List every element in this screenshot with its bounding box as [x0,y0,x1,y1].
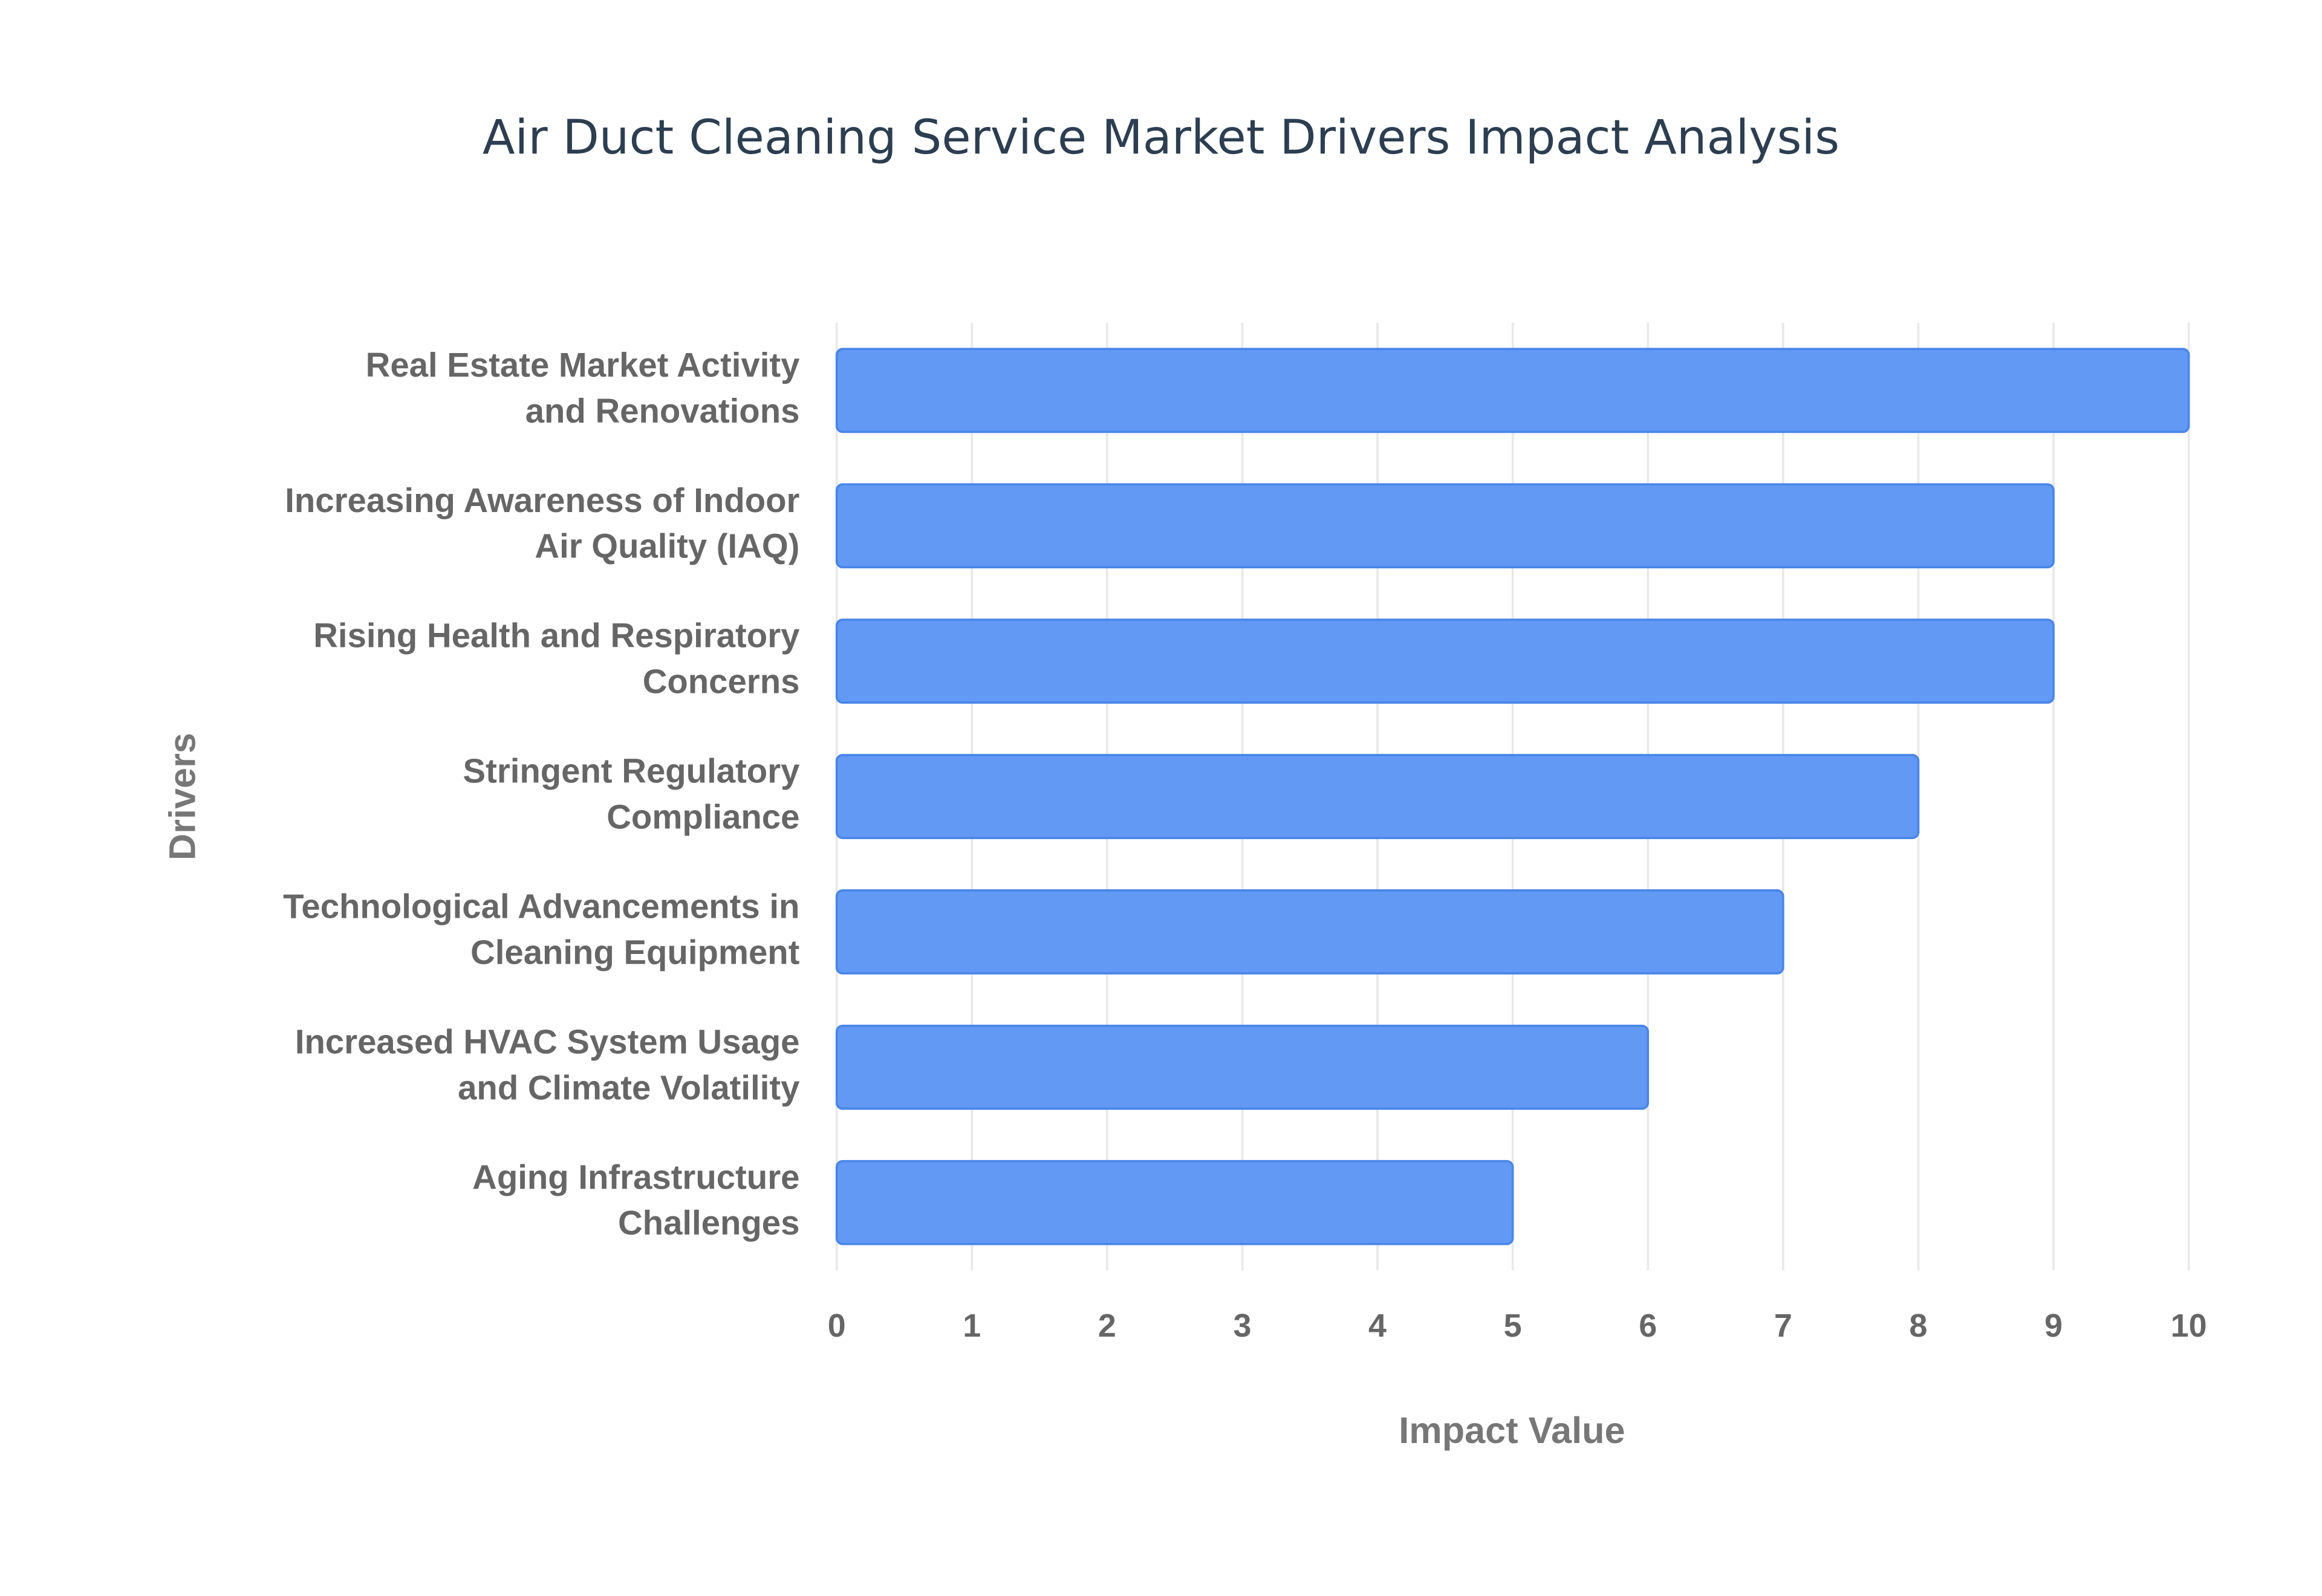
y-tick-label: Increasing Awareness of Indoor Air Qualit… [285,481,799,565]
x-tick-label: 9 [2044,1308,2063,1344]
x-tick-label: 4 [1368,1308,1387,1344]
x-axis-title: Impact Value [1399,1410,1625,1451]
y-tick-label: Technological Advancements in Cleaning Eq… [283,887,800,971]
x-tick-label: 0 [828,1308,846,1344]
y-tick-label: Increased HVAC System Usage and Climate V… [295,1022,800,1106]
x-tick-label: 3 [1233,1308,1251,1344]
x-tick-label: 6 [1639,1308,1657,1344]
bar [835,348,2190,433]
x-tick-label: 7 [1774,1308,1792,1344]
y-tick-label: Stringent Regulatory Compliance [463,751,801,835]
bar [835,618,2055,704]
x-tick-label: 10 [2171,1308,2207,1344]
x-tick-label: 5 [1504,1308,1522,1344]
x-tick-label: 1 [963,1308,981,1344]
bar [835,889,1784,975]
y-tick-label: Aging Infrastructure Challenges [472,1158,799,1242]
y-tick-label: Real Estate Market Activity and Renovatio… [366,346,800,430]
bar [835,1160,1514,1245]
bar [835,483,2055,569]
x-tick-label: 2 [1098,1308,1116,1344]
y-axis-title: Drivers [161,733,203,860]
chart-title: Air Duct Cleaning Service Market Drivers… [483,110,1839,165]
bar [835,1024,1650,1110]
x-tick-label: 8 [1909,1308,1927,1344]
bar [835,754,1920,839]
y-tick-label: Rising Health and Respiratory Concerns [313,617,800,701]
